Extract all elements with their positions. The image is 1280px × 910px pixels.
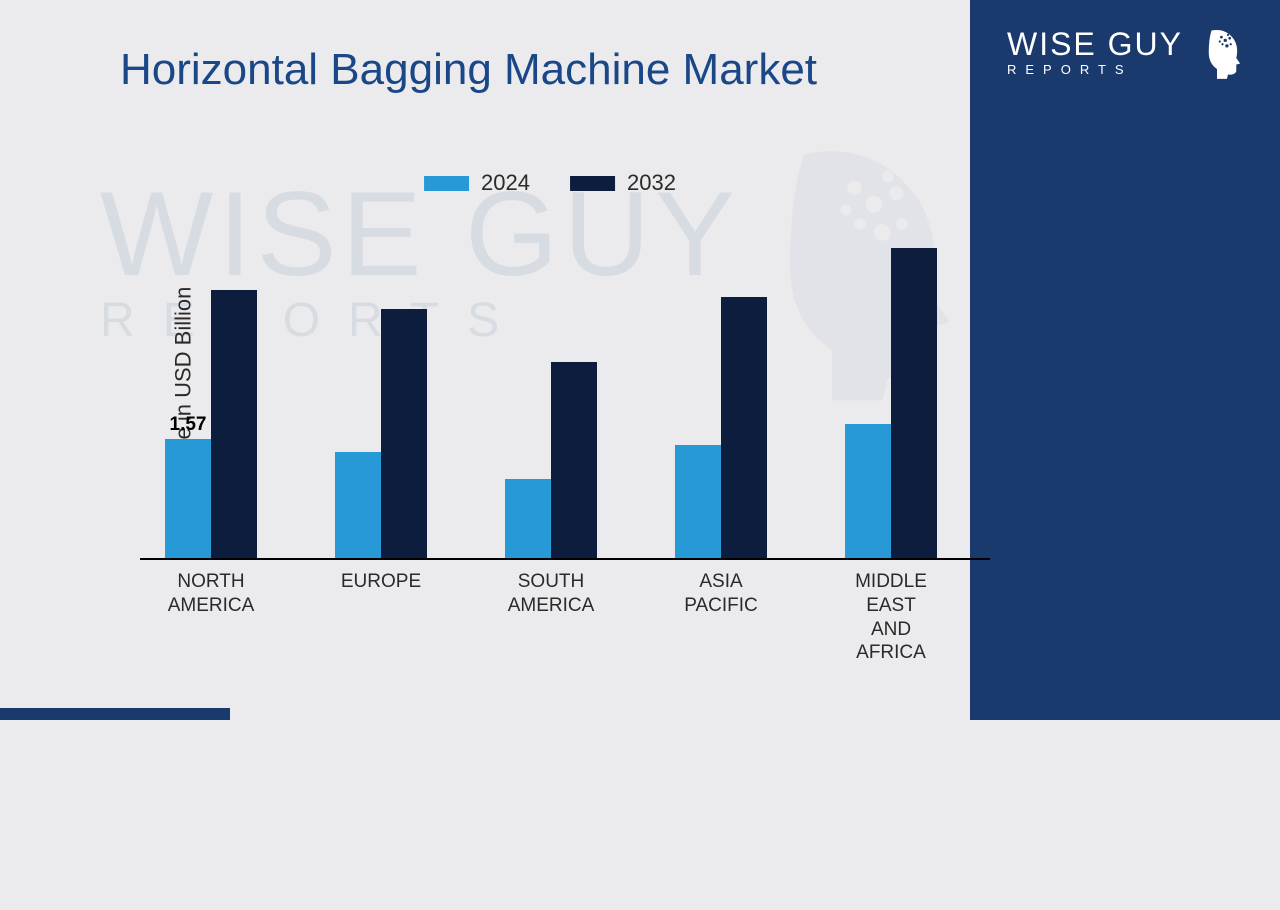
legend-swatch <box>570 176 615 191</box>
chart-container: Market Size in USD Billion 2024 2032 1.5… <box>110 170 990 660</box>
bar-group: 1.57 <box>165 290 257 558</box>
brand-logo: WISE GUY REPORTS <box>1007 25 1250 80</box>
category-label: NORTHAMERICA <box>141 570 281 618</box>
bar-2024 <box>675 445 721 558</box>
brand-name: WISE GUY <box>1007 28 1183 60</box>
bottom-accent-bar <box>0 708 230 720</box>
bar-2024 <box>845 424 891 558</box>
head-icon <box>1195 25 1250 80</box>
bar-2024: 1.57 <box>165 439 211 558</box>
bar-2032 <box>211 290 257 558</box>
legend-label: 2024 <box>481 170 530 196</box>
legend-item-2024: 2024 <box>424 170 530 196</box>
bar-2032 <box>891 248 937 558</box>
right-brand-panel <box>970 0 1280 720</box>
legend: 2024 2032 <box>424 170 676 196</box>
bar-group <box>505 362 597 558</box>
category-label: ASIAPACIFIC <box>651 570 791 618</box>
plot-area: 1.57NORTHAMERICAEUROPESOUTHAMERICAASIAPA… <box>140 220 990 560</box>
category-label: SOUTHAMERICA <box>481 570 621 618</box>
category-label: MIDDLEEASTANDAFRICA <box>821 570 961 665</box>
bar-group <box>675 297 767 558</box>
bar-2024 <box>335 452 381 558</box>
brand-sub: REPORTS <box>1007 62 1133 77</box>
category-label: EUROPE <box>311 570 451 594</box>
bar-2032 <box>381 309 427 558</box>
bar-value-label: 1.57 <box>170 414 207 436</box>
legend-item-2032: 2032 <box>570 170 676 196</box>
bar-2032 <box>721 297 767 558</box>
bar-2032 <box>551 362 597 558</box>
chart-title: Horizontal Bagging Machine Market <box>120 45 817 95</box>
legend-swatch <box>424 176 469 191</box>
bar-2024 <box>505 479 551 558</box>
bar-group <box>335 309 427 558</box>
bar-group <box>845 248 937 558</box>
legend-label: 2032 <box>627 170 676 196</box>
